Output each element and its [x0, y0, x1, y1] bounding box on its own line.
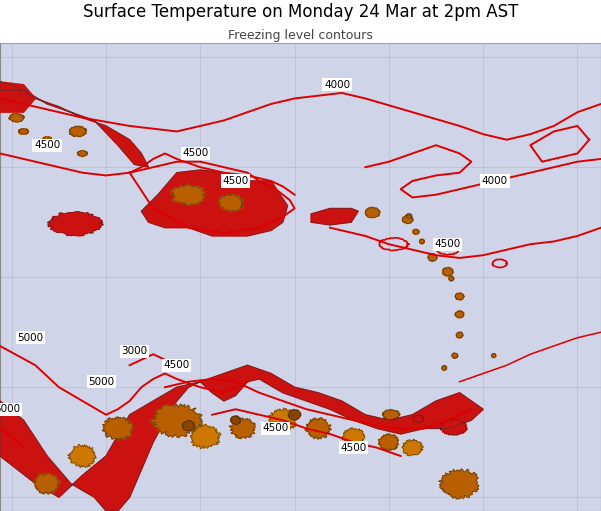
Polygon shape: [78, 151, 88, 156]
Polygon shape: [8, 113, 25, 122]
Polygon shape: [230, 418, 255, 439]
Polygon shape: [455, 293, 465, 300]
Text: Freezing level contours: Freezing level contours: [228, 29, 373, 42]
Polygon shape: [439, 469, 479, 499]
Polygon shape: [492, 354, 496, 358]
Polygon shape: [231, 416, 240, 425]
Polygon shape: [440, 419, 468, 435]
Polygon shape: [150, 404, 203, 437]
Text: 4500: 4500: [263, 424, 289, 433]
Polygon shape: [34, 473, 61, 495]
Polygon shape: [19, 129, 29, 134]
Polygon shape: [428, 254, 437, 261]
Polygon shape: [171, 184, 206, 205]
Polygon shape: [102, 416, 133, 441]
Text: 4500: 4500: [435, 239, 461, 249]
Polygon shape: [0, 365, 483, 511]
Polygon shape: [68, 445, 96, 468]
Polygon shape: [402, 439, 423, 456]
Polygon shape: [452, 353, 458, 358]
Text: 4500: 4500: [163, 360, 190, 370]
Polygon shape: [456, 332, 463, 338]
Polygon shape: [442, 267, 453, 276]
Polygon shape: [47, 212, 103, 236]
Polygon shape: [406, 214, 412, 219]
Text: 4500: 4500: [183, 149, 209, 158]
Polygon shape: [365, 207, 380, 218]
Polygon shape: [0, 82, 35, 112]
Polygon shape: [419, 239, 424, 244]
Polygon shape: [69, 126, 87, 136]
Polygon shape: [342, 428, 365, 446]
Polygon shape: [449, 276, 454, 281]
Polygon shape: [182, 420, 195, 431]
Polygon shape: [218, 194, 243, 212]
Text: 4000: 4000: [482, 176, 508, 186]
Polygon shape: [0, 82, 148, 167]
Polygon shape: [190, 424, 221, 449]
Text: 5000: 5000: [17, 333, 44, 343]
Text: Surface Temperature on Monday 24 Mar at 2pm AST: Surface Temperature on Monday 24 Mar at …: [83, 3, 518, 21]
Polygon shape: [382, 409, 400, 420]
Polygon shape: [442, 366, 447, 370]
Text: 4500: 4500: [34, 140, 60, 150]
Text: 5000: 5000: [88, 377, 114, 387]
Polygon shape: [402, 215, 413, 223]
Polygon shape: [413, 229, 419, 235]
Polygon shape: [141, 170, 287, 236]
Polygon shape: [268, 408, 296, 432]
Polygon shape: [413, 415, 424, 423]
Text: 4500: 4500: [222, 176, 249, 186]
Polygon shape: [455, 311, 464, 318]
Text: 3000: 3000: [121, 346, 147, 357]
Polygon shape: [311, 208, 358, 225]
Polygon shape: [305, 417, 332, 439]
Text: 4500: 4500: [340, 443, 367, 453]
Polygon shape: [378, 434, 398, 451]
Text: 4000: 4000: [324, 80, 350, 90]
Text: 5000: 5000: [0, 404, 20, 414]
Polygon shape: [42, 136, 52, 143]
Polygon shape: [288, 410, 301, 420]
